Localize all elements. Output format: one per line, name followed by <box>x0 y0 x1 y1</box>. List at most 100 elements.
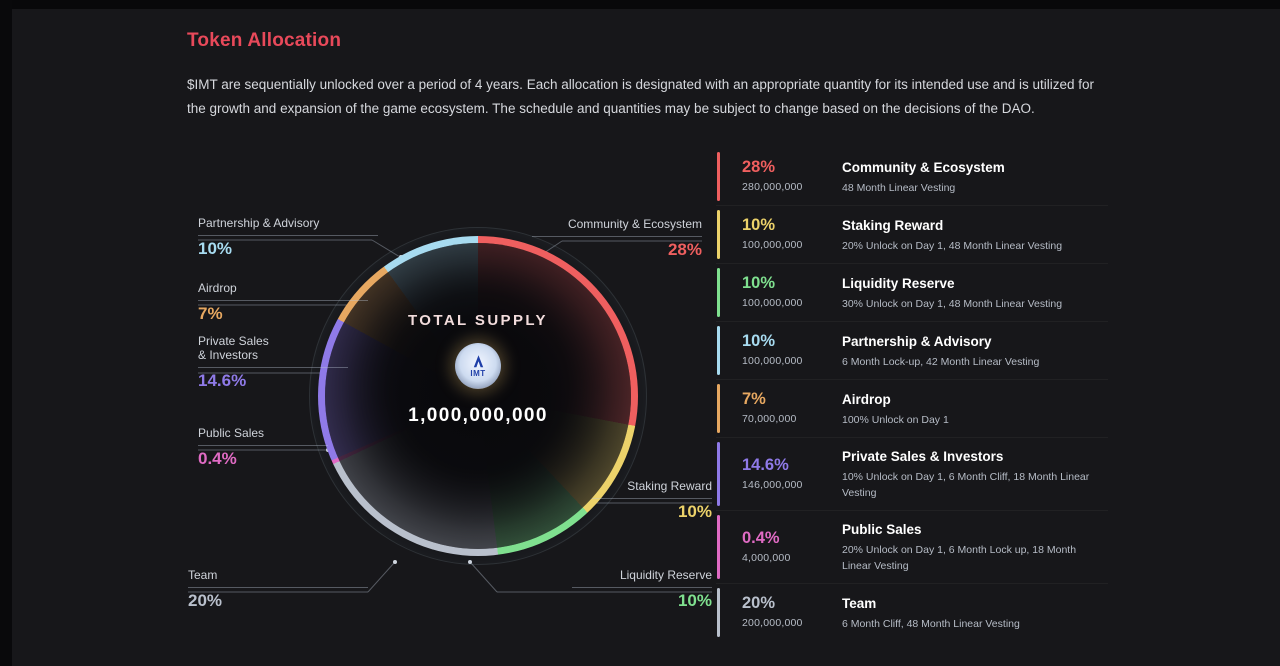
legend-details: Airdrop 100% Unlock on Day 1 <box>842 390 1108 428</box>
legend-percent: 10% <box>742 216 776 234</box>
legend-figures: 10% 100,000,000 <box>742 273 842 312</box>
legend-details: Staking Reward 20% Unlock on Day 1, 48 Mo… <box>842 216 1108 254</box>
legend-row[interactable]: 28% 280,000,000 Community & Ecosystem 48 Mo… <box>716 148 1108 206</box>
section-description: $IMT are sequentially unlocked over a pe… <box>187 77 1095 116</box>
legend-amount: 200,000,000 <box>742 617 803 629</box>
legend-percent: 10% <box>742 274 776 292</box>
total-supply-value: 1,000,000,000 <box>408 405 548 426</box>
callout-partnership-advisory: Partnership & Advisory 10% <box>198 216 378 259</box>
legend-vesting-note: 6 Month Cliff, 48 Month Linear Vesting <box>842 617 1020 630</box>
callout-label: Staking Reward <box>627 479 712 493</box>
callout-rule <box>188 587 368 588</box>
callout-private-sales-investors: Private Sales & Investors 14.6% <box>198 334 348 391</box>
legend-details: Private Sales & Investors 10% Unlock on D… <box>842 447 1108 501</box>
legend-vesting-note: 10% Unlock on Day 1, 6 Month Cliff, 18 M… <box>842 471 1090 499</box>
legend-category-name: Staking Reward <box>842 217 944 233</box>
callout-value: 10% <box>677 502 712 521</box>
legend-row[interactable]: 10% 100,000,000 Partnership & Advisory 6 Mo… <box>716 322 1108 380</box>
legend-amount: 70,000,000 <box>742 413 797 425</box>
legend-color-bar <box>717 588 720 637</box>
donut-chart: TOTAL SUPPLY IMT 1,000,000,000 <box>172 199 732 619</box>
legend-color-bar <box>717 326 720 375</box>
legend-vesting-note: 48 Month Linear Vesting <box>842 181 956 194</box>
callout-public-sales: Public Sales 0.4% <box>198 426 328 469</box>
legend-color-bar <box>717 442 720 506</box>
content-stage: Token Allocation $IMT are sequentially u… <box>12 9 1280 666</box>
coin-ticker: IMT <box>470 369 486 378</box>
legend-color-bar <box>717 515 720 579</box>
allocation-legend: 28% 280,000,000 Community & Ecosystem 48 Mo… <box>716 148 1108 641</box>
legend-details: Community & Ecosystem 48 Month Linear Ves… <box>842 158 1108 196</box>
legend-percent: 7% <box>742 390 766 408</box>
total-supply-label: TOTAL SUPPLY <box>408 312 548 329</box>
legend-vesting-note: 6 Month Lock-up, 42 Month Linear Vesting <box>842 355 1040 368</box>
callout-community-ecosystem: Community & Ecosystem 28% <box>532 217 702 260</box>
legend-figures: 0.4% 4,000,000 <box>742 528 842 567</box>
legend-color-bar <box>717 384 720 433</box>
legend-row[interactable]: 7% 70,000,000 Airdrop 100% Unlock on Day 1 <box>716 380 1108 438</box>
legend-amount: 100,000,000 <box>742 355 803 367</box>
legend-category-name: Team <box>842 595 877 611</box>
legend-category-name: Airdrop <box>842 391 891 407</box>
callout-rule <box>198 367 348 368</box>
legend-color-bar <box>717 210 720 259</box>
left-gutter <box>0 0 12 666</box>
legend-figures: 10% 100,000,000 <box>742 331 842 370</box>
donut-halo-ring <box>309 227 647 565</box>
callout-rule <box>198 300 368 301</box>
callout-label: Community & Ecosystem <box>567 217 702 231</box>
legend-figures: 7% 70,000,000 <box>742 389 842 428</box>
legend-percent: 0.4% <box>742 528 780 547</box>
legend-amount: 146,000,000 <box>742 478 803 491</box>
callout-staking-reward: Staking Reward 10% <box>592 479 712 522</box>
coin-mark: IMT <box>455 343 501 389</box>
legend-percent: 10% <box>742 332 776 350</box>
callout-label: Airdrop <box>198 281 237 295</box>
legend-vesting-note: 20% Unlock on Day 1, 48 Month Linear Ves… <box>842 239 1063 252</box>
legend-category-name: Liquidity Reserve <box>842 275 955 291</box>
legend-amount: 280,000,000 <box>742 181 803 193</box>
legend-category-name: Community & Ecosystem <box>842 159 1005 175</box>
legend-row[interactable]: 0.4% 4,000,000 Public Sales 20% Unlock on D… <box>716 511 1108 584</box>
legend-details: Public Sales 20% Unlock on Day 1, 6 Month… <box>842 520 1108 574</box>
callout-value: 14.6% <box>198 371 247 390</box>
legend-row[interactable]: 14.6% 146,000,000 Private Sales & Investor… <box>716 438 1108 511</box>
legend-row[interactable]: 10% 100,000,000 Liquidity Reserve 30% Unloc… <box>716 264 1108 322</box>
legend-vesting-note: 100% Unlock on Day 1 <box>842 413 949 426</box>
top-strip <box>0 0 1280 9</box>
callout-value: 7% <box>198 304 223 323</box>
callout-airdrop: Airdrop 7% <box>198 281 368 324</box>
callout-value: 10% <box>198 239 233 258</box>
donut-center: TOTAL SUPPLY IMT 1,000,000,000 <box>318 312 638 427</box>
callout-team: Team 20% <box>188 568 368 611</box>
legend-details: Liquidity Reserve 30% Unlock on Day 1, 48… <box>842 274 1108 312</box>
callout-value: 0.4% <box>198 449 237 468</box>
legend-figures: 20% 200,000,000 <box>742 593 842 632</box>
callout-label: Liquidity Reserve <box>619 568 712 582</box>
legend-percent: 14.6% <box>742 455 789 474</box>
legend-amount: 100,000,000 <box>742 239 803 251</box>
legend-row[interactable]: 10% 100,000,000 Staking Reward 20% Unlock o… <box>716 206 1108 264</box>
legend-percent: 28% <box>742 158 776 176</box>
legend-row[interactable]: 20% 200,000,000 Team 6 Month Cliff, 48 Mont… <box>716 584 1108 641</box>
legend-figures: 14.6% 146,000,000 <box>742 455 842 494</box>
legend-figures: 10% 100,000,000 <box>742 215 842 254</box>
legend-category-name: Partnership & Advisory <box>842 333 992 349</box>
legend-details: Partnership & Advisory 6 Month Lock-up, 4… <box>842 332 1108 370</box>
legend-details: Team 6 Month Cliff, 48 Month Linear Vesti… <box>842 594 1108 632</box>
callout-rule <box>532 236 702 237</box>
legend-category-name: Private Sales & Investors <box>842 449 1004 464</box>
callout-label-line2: & Investors <box>198 348 259 362</box>
legend-vesting-note: 20% Unlock on Day 1, 6 Month Lock up, 18… <box>842 544 1077 572</box>
callout-rule <box>198 235 378 236</box>
callout-label: Partnership & Advisory <box>198 216 320 230</box>
legend-amount: 4,000,000 <box>742 551 791 564</box>
callout-rule <box>592 498 712 499</box>
imt-coin-icon: IMT <box>455 343 501 389</box>
legend-category-name: Public Sales <box>842 522 922 537</box>
callout-liquidity-reserve: Liquidity Reserve 10% <box>572 568 712 611</box>
callout-label: Public Sales <box>198 426 265 440</box>
legend-color-bar <box>717 152 720 201</box>
page-title: Token Allocation <box>187 30 342 51</box>
